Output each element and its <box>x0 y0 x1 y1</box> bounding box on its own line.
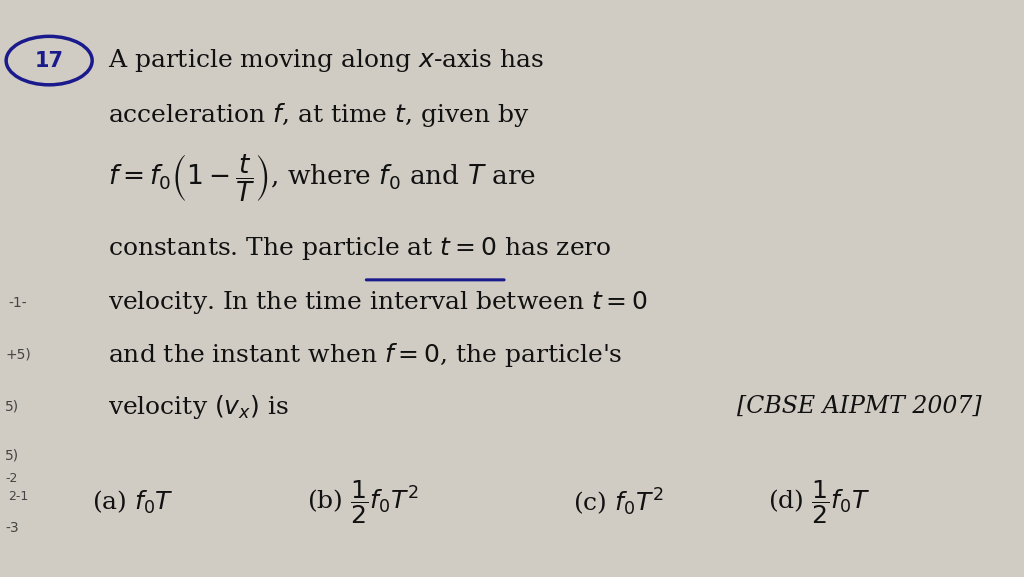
Text: velocity $(v_x)$ is: velocity $(v_x)$ is <box>108 393 289 421</box>
Text: velocity. In the time interval between $t = 0$: velocity. In the time interval between $… <box>108 290 647 316</box>
Text: -1-: -1- <box>8 296 27 310</box>
Text: A particle moving along $x$-axis has: A particle moving along $x$-axis has <box>108 47 544 74</box>
Text: 5): 5) <box>5 400 19 414</box>
Text: [CBSE AIPMT 2007]: [CBSE AIPMT 2007] <box>737 395 982 418</box>
Text: 17: 17 <box>35 51 63 70</box>
Text: -3: -3 <box>5 521 18 535</box>
Text: constants. The particle at $t = 0$ has zero: constants. The particle at $t = 0$ has z… <box>108 235 611 261</box>
Text: 2-1: 2-1 <box>8 490 29 503</box>
Text: (c) $f_0T^2$: (c) $f_0T^2$ <box>573 486 664 518</box>
Text: (d) $\dfrac{1}{2}f_0T$: (d) $\dfrac{1}{2}f_0T$ <box>768 478 870 526</box>
Text: acceleration $f$, at time $t$, given by: acceleration $f$, at time $t$, given by <box>108 102 528 129</box>
Text: +5): +5) <box>5 348 31 362</box>
Text: (a) $f_0T$: (a) $f_0T$ <box>92 488 174 516</box>
Text: 5): 5) <box>5 449 19 463</box>
Text: $f = f_0\left(1 - \dfrac{t}{T}\right)$, where $f_0$ and $T$ are: $f = f_0\left(1 - \dfrac{t}{T}\right)$, … <box>108 153 536 204</box>
Text: (b) $\dfrac{1}{2}f_0T^2$: (b) $\dfrac{1}{2}f_0T^2$ <box>307 478 419 526</box>
Text: -2: -2 <box>5 473 17 485</box>
Text: and the instant when $f = 0$, the particle's: and the instant when $f = 0$, the partic… <box>108 341 622 369</box>
